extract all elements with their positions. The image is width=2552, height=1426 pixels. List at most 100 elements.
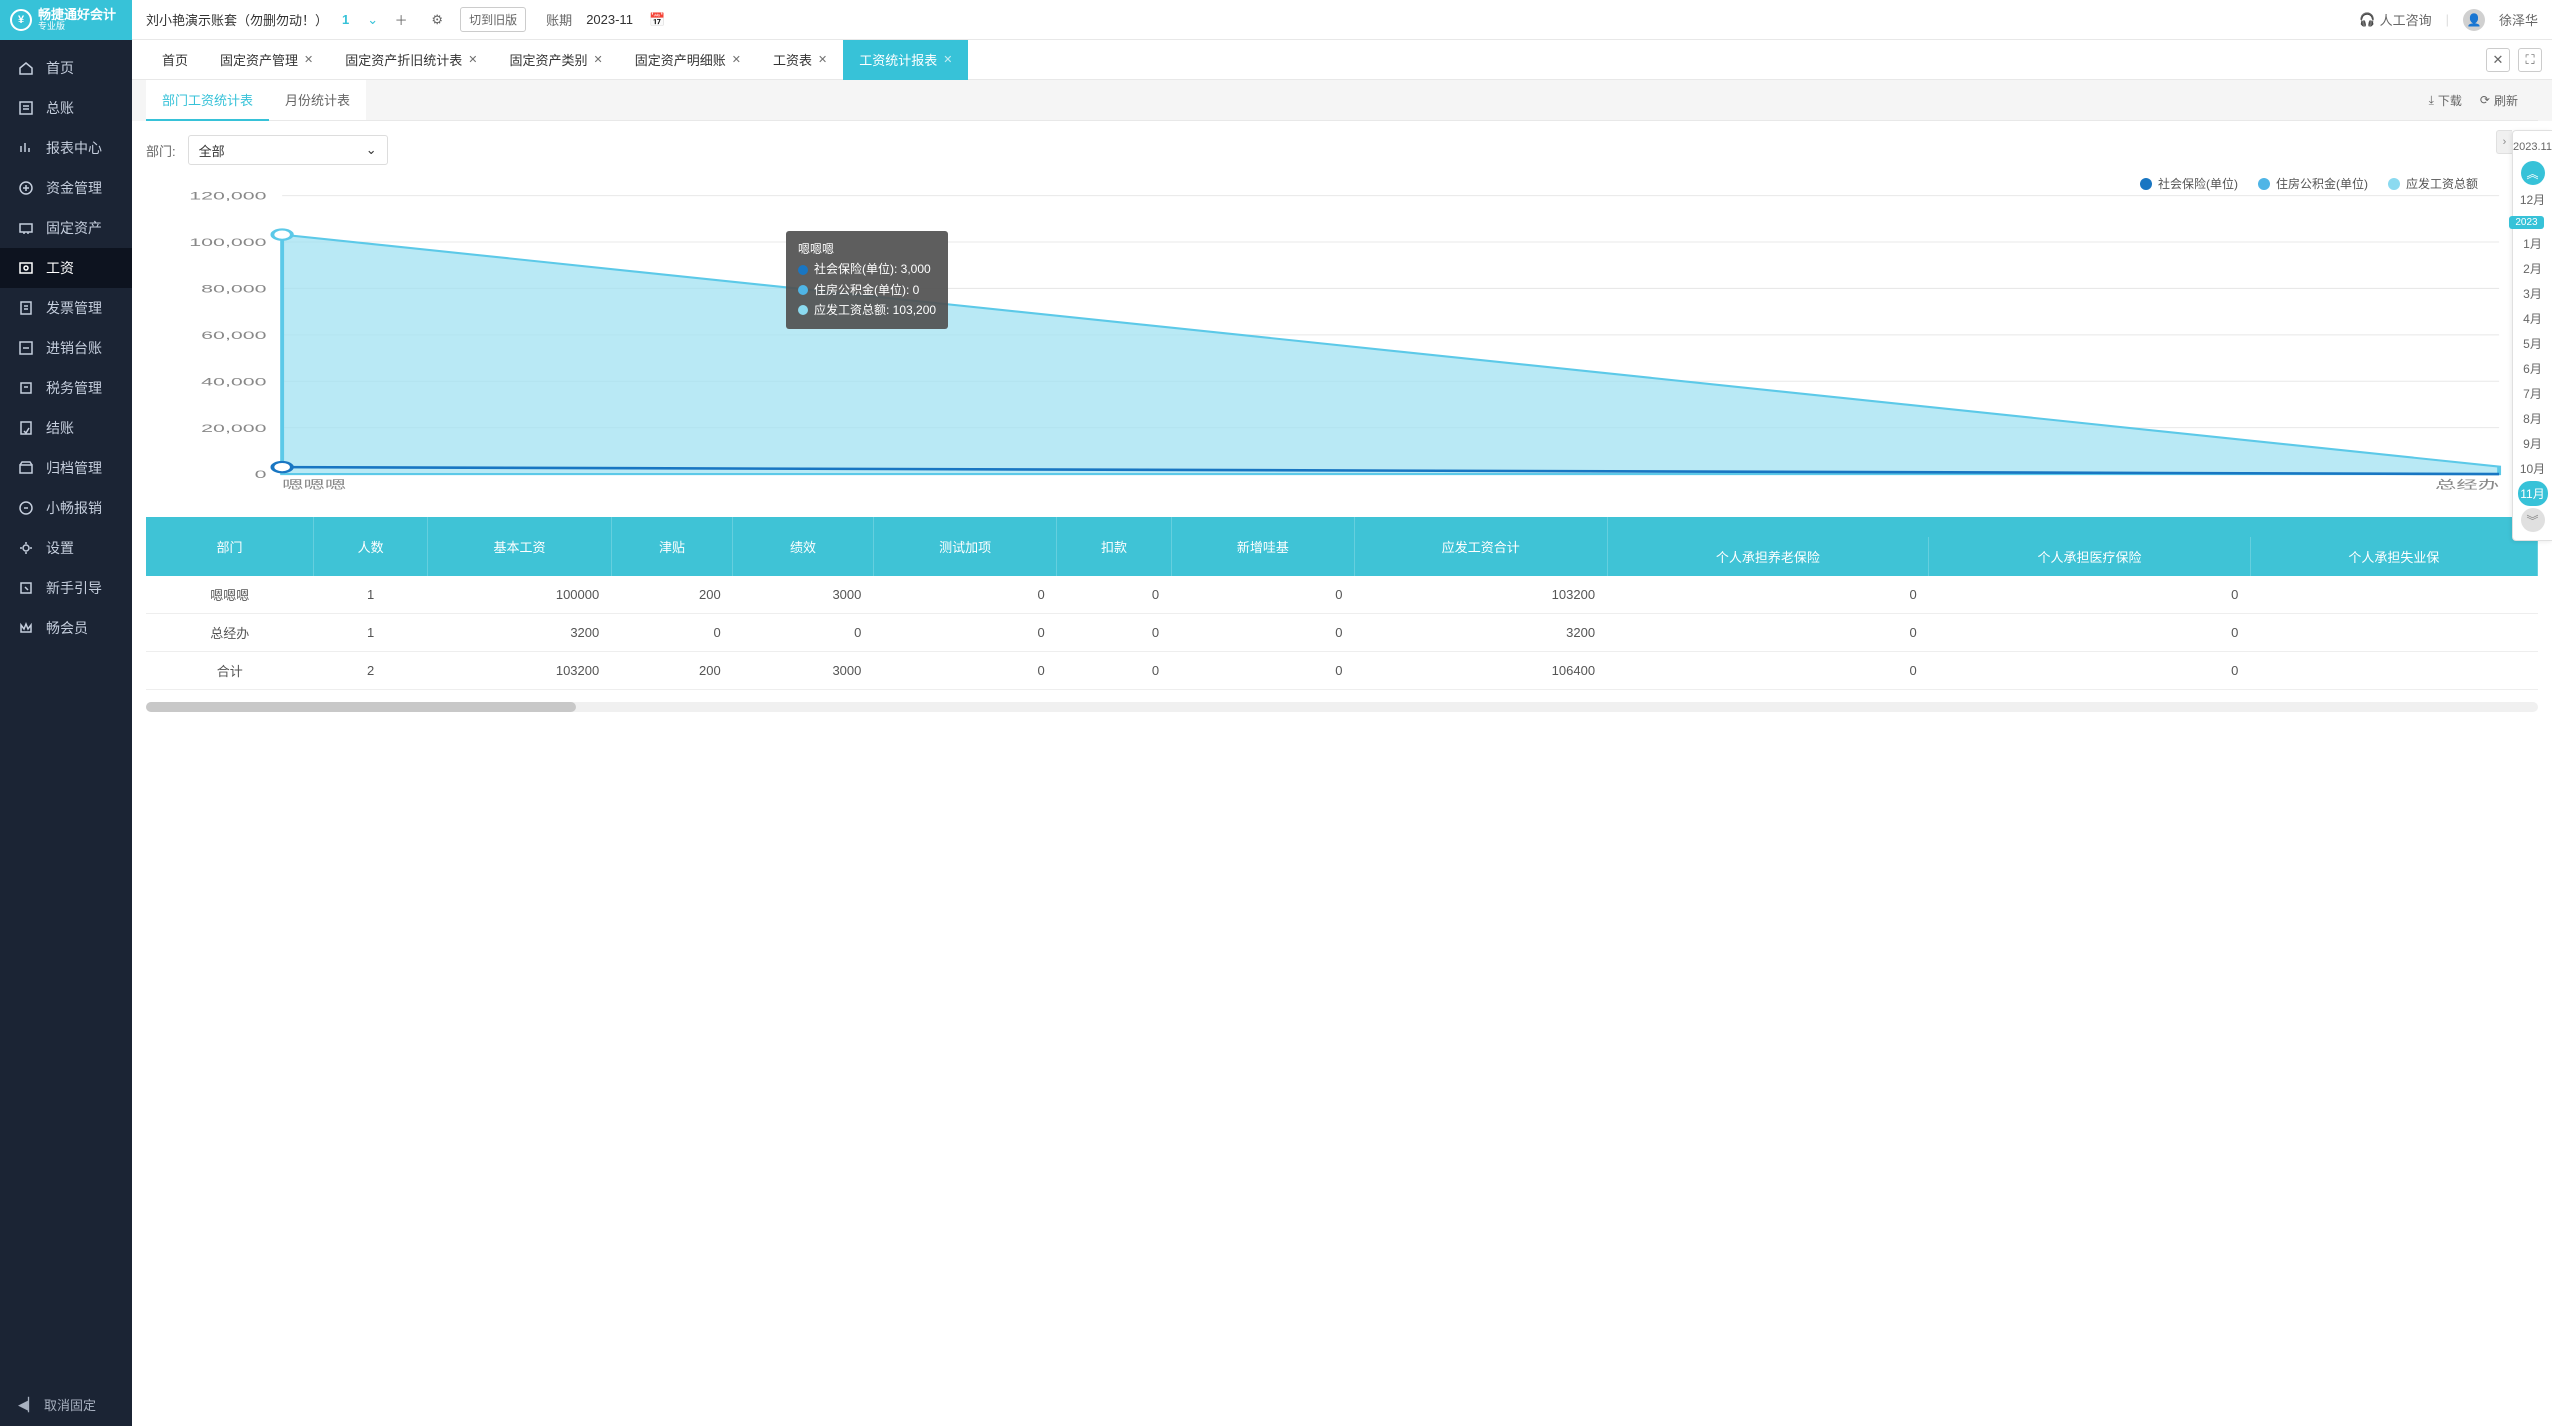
- legend-item[interactable]: 社会保险(单位): [2140, 175, 2238, 192]
- td: 3000: [733, 652, 874, 690]
- th: 津贴: [611, 517, 732, 576]
- account-settings-button[interactable]: ⚙: [424, 7, 450, 33]
- tab-label: 首页: [162, 50, 188, 69]
- month-item[interactable]: 11月: [2518, 481, 2548, 506]
- sidebar-item-label: 结账: [46, 418, 74, 438]
- sidebar-item-fund[interactable]: 资金管理: [0, 168, 132, 208]
- sidebar-item-label: 首页: [46, 58, 74, 78]
- sidebar-item-archive[interactable]: 归档管理: [0, 448, 132, 488]
- time-up-button[interactable]: ︽: [2521, 161, 2545, 185]
- td: 0: [1171, 614, 1354, 652]
- month-item[interactable]: 2月: [2513, 256, 2552, 281]
- refresh-icon: ⟳: [2480, 93, 2490, 107]
- tax-icon: [18, 380, 34, 396]
- filter-label: 部门:: [146, 141, 176, 160]
- sidebar-item-inout[interactable]: 进销台账: [0, 328, 132, 368]
- tab-close-icon[interactable]: ✕: [943, 53, 952, 66]
- fullscreen-button[interactable]: ⛶: [2518, 48, 2542, 72]
- tooltip-text: 社会保险(单位): 3,000: [814, 259, 931, 279]
- sidebar-item-asset[interactable]: 固定资产: [0, 208, 132, 248]
- time-header: 2023.11: [2513, 137, 2552, 159]
- calendar-icon[interactable]: 📅: [649, 12, 665, 28]
- sidebar-item-close[interactable]: 结账: [0, 408, 132, 448]
- sidebar-unpin[interactable]: ◀▏ 取消固定: [0, 1383, 132, 1426]
- legend-item[interactable]: 住房公积金(单位): [2258, 175, 2368, 192]
- sidebar-item-tax[interactable]: 税务管理: [0, 368, 132, 408]
- tabbar: 首页固定资产管理✕固定资产折旧统计表✕固定资产类别✕固定资产明细账✕工资表✕工资…: [132, 40, 2552, 80]
- old-version-button[interactable]: 切到旧版: [460, 7, 526, 32]
- tab-0[interactable]: 首页: [146, 40, 204, 80]
- tab-close-icon[interactable]: ✕: [468, 53, 477, 66]
- month-item[interactable]: 12月: [2513, 187, 2552, 212]
- close-tab-button[interactable]: ✕: [2486, 48, 2510, 72]
- tab-1[interactable]: 固定资产管理✕: [204, 40, 329, 80]
- subtab-0[interactable]: 部门工资统计表: [146, 80, 269, 121]
- sidebar-item-settings[interactable]: 设置: [0, 528, 132, 568]
- table-wrap: 部门人数基本工资津贴绩效测试加项扣款新增哇基应发工资合计个人承担养老保险个人承担…: [146, 517, 2538, 712]
- user-avatar[interactable]: 👤: [2463, 9, 2485, 31]
- add-account-button[interactable]: ＋: [388, 7, 414, 33]
- td: 200: [611, 652, 732, 690]
- time-down-button[interactable]: ︾: [2521, 508, 2545, 532]
- download-icon: ⤓: [2429, 93, 2434, 108]
- inout-icon: [18, 340, 34, 356]
- refresh-link[interactable]: ⟳ 刷新: [2480, 92, 2518, 109]
- sidebar-item-guide[interactable]: 新手引导: [0, 568, 132, 608]
- tab-close-icon[interactable]: ✕: [818, 53, 827, 66]
- subtab-1[interactable]: 月份统计表: [269, 80, 366, 121]
- td: [2250, 652, 2537, 690]
- sidebar-item-label: 资金管理: [46, 178, 102, 198]
- legend-item[interactable]: 应发工资总额: [2388, 175, 2478, 192]
- brand-icon: ¥: [10, 9, 32, 31]
- sidebar-item-invoice[interactable]: 发票管理: [0, 288, 132, 328]
- th: 绩效: [733, 517, 874, 576]
- close-icon: [18, 420, 34, 436]
- td: 0: [1171, 652, 1354, 690]
- account-num: 1: [342, 12, 349, 27]
- tab-close-icon[interactable]: ✕: [304, 53, 313, 66]
- scrollbar-thumb[interactable]: [146, 702, 576, 712]
- topbar: 刘小艳演示账套（勿删勿动！） 1 ⌄ ＋ ⚙ 切到旧版 账期 2023-11 📅…: [132, 0, 2552, 40]
- svg-text:60,000: 60,000: [201, 329, 266, 342]
- sidebar-item-ledger[interactable]: 总账: [0, 88, 132, 128]
- tab-6[interactable]: 工资统计报表✕: [843, 40, 968, 80]
- month-item[interactable]: 9月: [2513, 431, 2552, 456]
- sidebar-item-report[interactable]: 报表中心: [0, 128, 132, 168]
- month-item[interactable]: 3月: [2513, 281, 2552, 306]
- brand-sub: 专业版: [38, 22, 116, 32]
- sidebar-item-expense[interactable]: 小畅报销: [0, 488, 132, 528]
- td: 0: [873, 652, 1056, 690]
- month-item[interactable]: 7月: [2513, 381, 2552, 406]
- th: 部门: [146, 517, 313, 576]
- tab-label: 工资表: [773, 50, 812, 69]
- month-item[interactable]: 1月: [2513, 231, 2552, 256]
- tab-3[interactable]: 固定资产类别 ✕: [493, 40, 618, 80]
- tab-2[interactable]: 固定资产折旧统计表✕: [329, 40, 493, 80]
- td: [2250, 576, 2537, 614]
- tooltip-row: 社会保险(单位): 3,000: [798, 259, 936, 279]
- time-panel-collapse[interactable]: ›: [2496, 130, 2512, 154]
- table-scrollbar[interactable]: [146, 702, 2538, 712]
- tooltip-dot: [798, 305, 808, 315]
- tab-label: 固定资产类别: [509, 50, 587, 69]
- month-item[interactable]: 8月: [2513, 406, 2552, 431]
- download-link[interactable]: ⤓ 下载: [2429, 92, 2462, 109]
- sidebar-item-vip[interactable]: 畅会员: [0, 608, 132, 648]
- support-link[interactable]: 🎧 人工咨询: [2359, 10, 2431, 29]
- month-item[interactable]: 6月: [2513, 356, 2552, 381]
- month-item[interactable]: 5月: [2513, 331, 2552, 356]
- month-item[interactable]: 10月: [2513, 456, 2552, 481]
- account-dropdown[interactable]: ⌄: [367, 12, 378, 28]
- td: 0: [873, 614, 1056, 652]
- sidebar-item-salary[interactable]: 工资: [0, 248, 132, 288]
- tooltip-row: 应发工资总额: 103,200: [798, 300, 936, 320]
- tab-4[interactable]: 固定资产明细账✕: [619, 40, 757, 80]
- td: 0: [1607, 614, 1929, 652]
- tab-close-icon[interactable]: ✕: [594, 53, 603, 66]
- tooltip-title: 嗯嗯嗯: [798, 239, 936, 259]
- tab-5[interactable]: 工资表 ✕: [757, 40, 843, 80]
- sidebar-item-home[interactable]: 首页: [0, 48, 132, 88]
- month-item[interactable]: 4月: [2513, 306, 2552, 331]
- department-select[interactable]: 全部 ⌄: [188, 135, 388, 165]
- tab-close-icon[interactable]: ✕: [732, 53, 741, 66]
